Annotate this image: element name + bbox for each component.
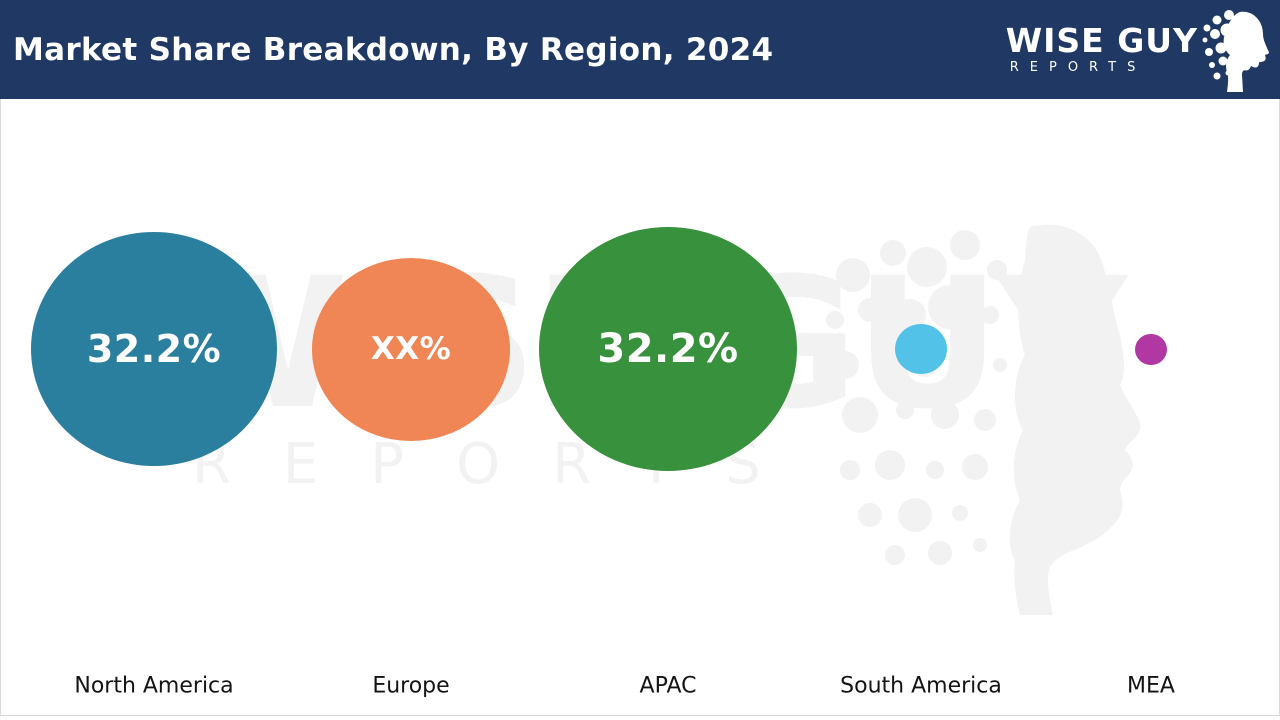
header: Market Share Breakdown, By Region, 2024 … [0, 0, 1280, 99]
category-label-mea: MEA [1127, 673, 1175, 699]
logo-name: WISE GUY [1005, 21, 1198, 60]
logo-text: WISE GUY REPORTS [1006, 24, 1198, 75]
bubble-north-america: 32.2% [31, 232, 277, 466]
bubble-mea [1135, 333, 1167, 365]
category-label-europe: Europe [372, 673, 450, 699]
logo-tagline: REPORTS [1009, 60, 1147, 75]
bubble-europe: XX% [312, 257, 510, 441]
page-title: Market Share Breakdown, By Region, 2024 [13, 31, 774, 68]
category-label-north-america: North America [74, 673, 234, 699]
category-label-apac: APAC [639, 673, 697, 699]
category-label-south-america: South America [840, 673, 1002, 699]
bubble-apac: 32.2% [539, 227, 797, 471]
bubble-south-america [895, 324, 947, 374]
watermark-face-icon [826, 224, 1141, 615]
wiseguy-logo: WISE GUY REPORTS [1006, 8, 1270, 92]
logo-face-icon [1202, 9, 1269, 92]
